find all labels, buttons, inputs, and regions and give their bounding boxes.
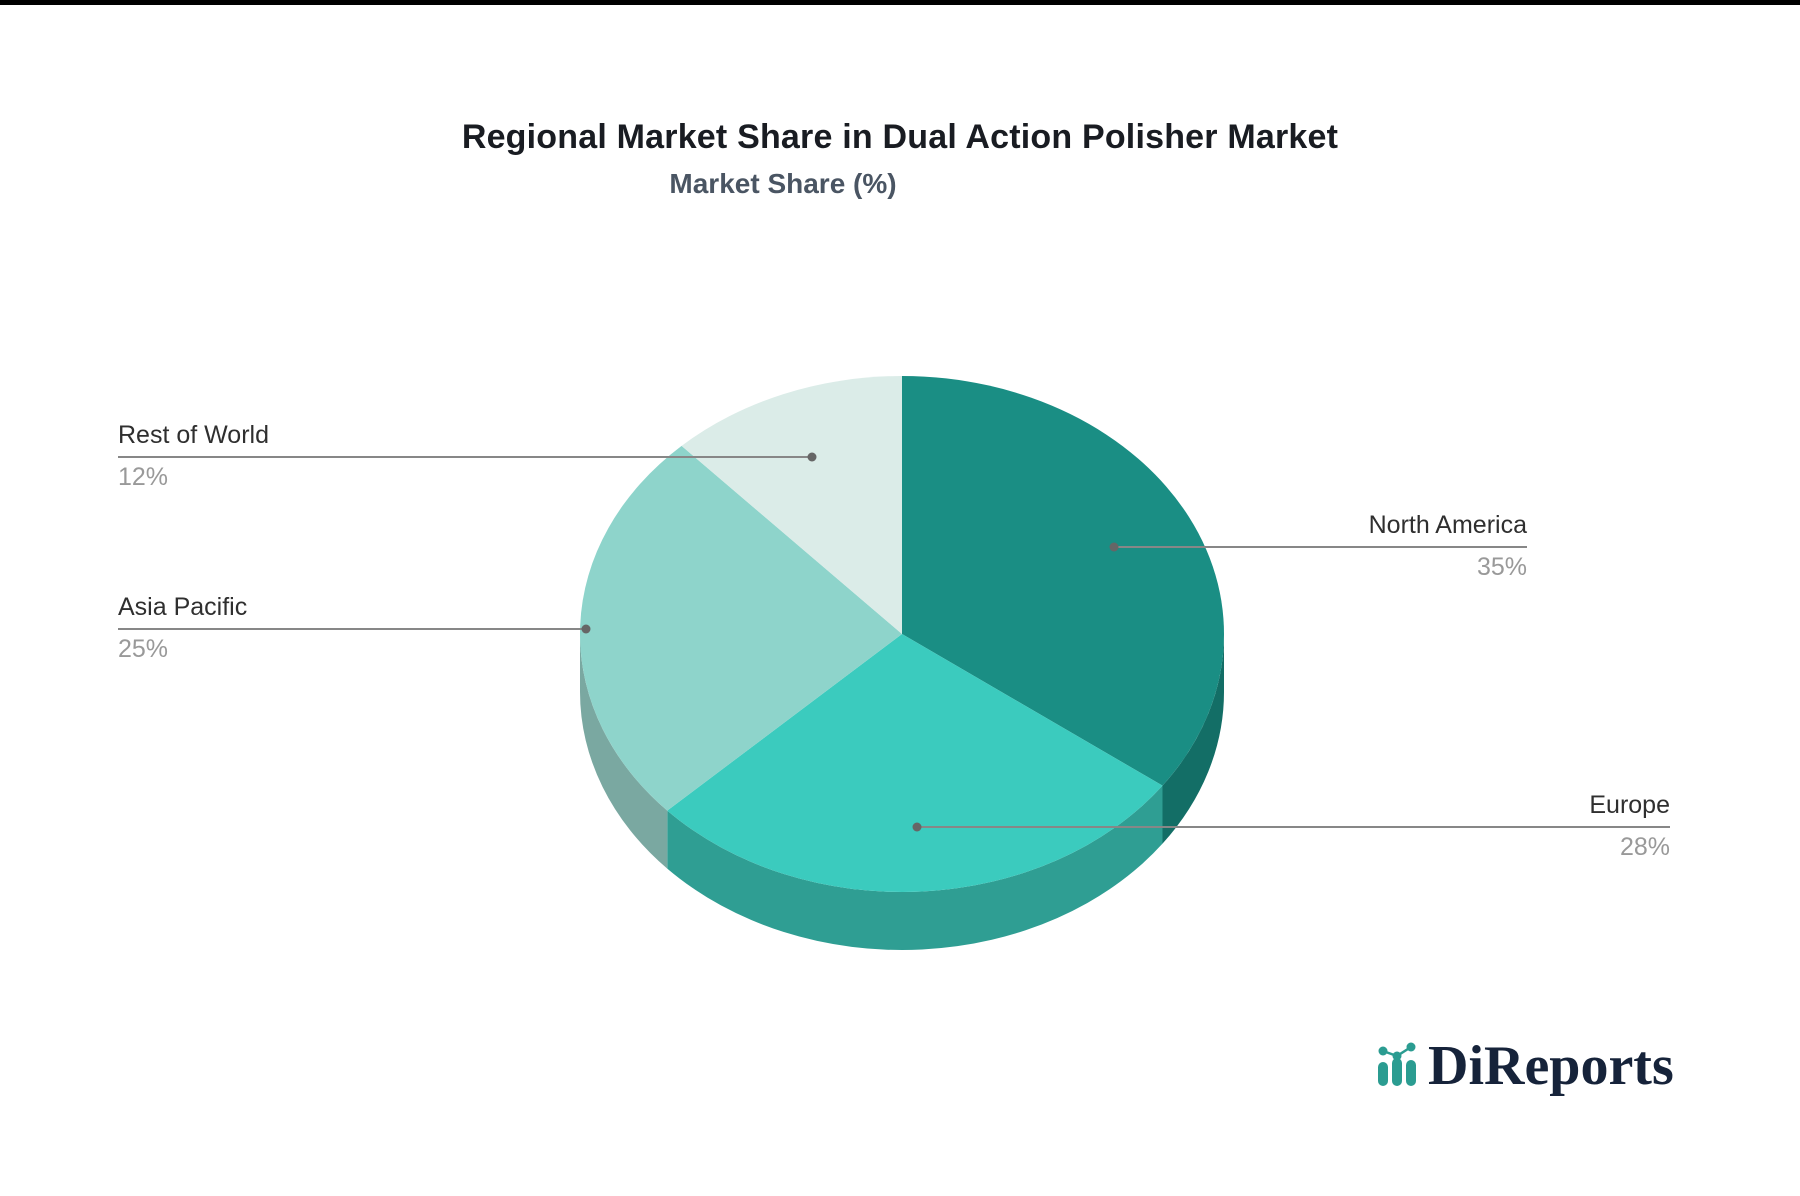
pie-label-name: Europe bbox=[1589, 791, 1670, 819]
pie-label-north-america: North America 35% bbox=[1369, 513, 1527, 580]
pie-label-value: 28% bbox=[1619, 833, 1670, 861]
pie-slice-north-america[interactable] bbox=[902, 376, 1224, 786]
leader-dot-europe bbox=[912, 822, 922, 832]
pie-slice-rest-of-world[interactable] bbox=[681, 376, 902, 634]
pie-label-name: North America bbox=[1368, 511, 1527, 539]
pie-label-asia-pacific: Asia Pacific 25% bbox=[118, 595, 247, 662]
pie-slice-side-europe bbox=[667, 785, 1163, 950]
leader-dot-north-america bbox=[1109, 542, 1119, 552]
pie-slice-side-asia-pacific bbox=[580, 634, 668, 869]
bar-line-chart-icon bbox=[1378, 1042, 1416, 1086]
leader-dot-rest-of-world bbox=[807, 452, 817, 462]
brand-logo[interactable]: DiReports bbox=[1374, 1032, 1674, 1094]
top-border bbox=[0, 0, 1800, 5]
pie-label-value: 25% bbox=[118, 635, 169, 663]
brand-logo-text: DiReports bbox=[1428, 1035, 1674, 1097]
leader-dot-asia-pacific bbox=[581, 624, 591, 634]
pie-label-europe: Europe 28% bbox=[1589, 793, 1670, 860]
pie-label-value: 35% bbox=[1476, 553, 1527, 581]
chart-subtitle: Market Share (%) bbox=[669, 168, 897, 199]
pie-label-rest-of-world: Rest of World 12% bbox=[118, 423, 269, 490]
pie-slice-side-north-america bbox=[1162, 634, 1224, 844]
pie-label-name: Asia Pacific bbox=[118, 593, 248, 621]
pie-label-name: Rest of World bbox=[118, 421, 269, 449]
pie-label-value: 12% bbox=[118, 463, 169, 491]
chart-title: Regional Market Share in Dual Action Pol… bbox=[461, 118, 1339, 156]
pie-slice-asia-pacific[interactable] bbox=[579, 445, 902, 811]
